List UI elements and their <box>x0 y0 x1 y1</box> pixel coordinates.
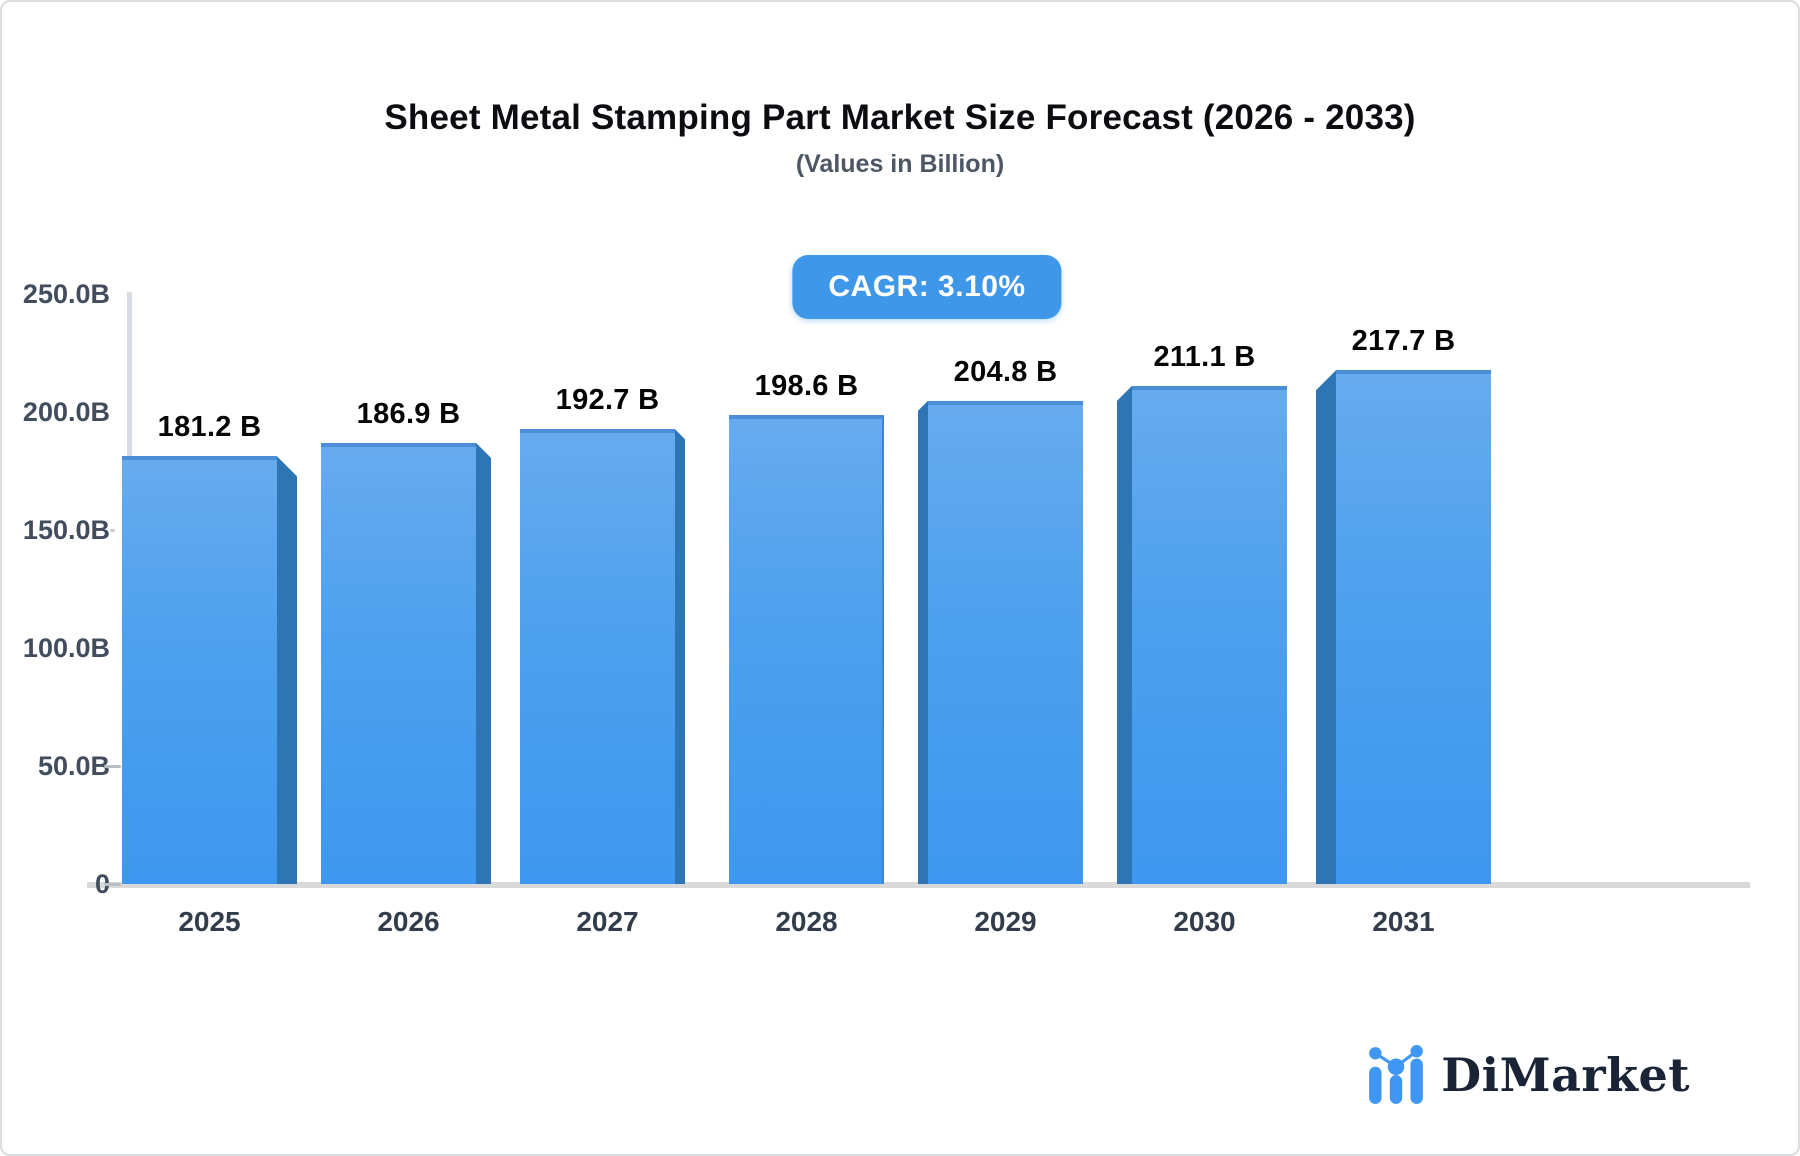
bar-face <box>1336 370 1491 884</box>
brand-logo: DiMarket <box>1365 1044 1690 1106</box>
chart-subtitle: (Values in Billion) <box>795 150 1005 178</box>
bar-body: 181.2 B <box>122 411 297 884</box>
bar-2029[interactable]: 204.8 B 2029 <box>918 294 1093 937</box>
x-axis-label: 2031 <box>1372 906 1435 937</box>
bar-3d-side <box>918 400 928 884</box>
bar-body: 217.7 B <box>1316 325 1491 884</box>
bar-face <box>321 442 476 884</box>
bar-value-label: 211.1 B <box>1153 340 1256 373</box>
bar-2026[interactable]: 186.9 B 2026 <box>321 294 496 937</box>
plot-area: 181.2 B 2025 186.9 B 2026 192.7 B 2027 <box>122 294 1491 937</box>
bar-body: 204.8 B <box>918 356 1093 884</box>
bar-value-label: 186.9 B <box>356 397 461 430</box>
mini-bar-line-chart-icon <box>1369 1045 1424 1104</box>
bar-2025[interactable]: 181.2 B 2025 <box>122 294 297 937</box>
x-axis-label: 2030 <box>1173 906 1236 937</box>
x-axis-line <box>87 882 1750 888</box>
bar-value-label: 217.7 B <box>1351 325 1456 358</box>
bar-value-label: 204.8 B <box>953 355 1058 388</box>
y-tick-mark <box>104 883 121 886</box>
chart-title: Sheet Metal Stamping Part Market Size Fo… <box>384 98 1416 137</box>
bar-2028[interactable]: 198.6 B 2028 <box>719 294 894 937</box>
bar-face <box>122 456 277 884</box>
x-axis-label: 2027 <box>576 906 639 937</box>
bar-2030[interactable]: 211.1 B 2030 <box>1117 294 1292 937</box>
y-tick-mark <box>104 765 121 768</box>
x-axis-label: 2028 <box>775 906 838 937</box>
bar-body: 198.6 B <box>719 370 894 884</box>
bar-3d-side <box>277 456 297 884</box>
bar-3d-side <box>476 442 491 884</box>
y-tick-label: 150.0B <box>22 515 110 545</box>
y-tick-mark <box>110 529 115 532</box>
y-tick-label: 200.0B <box>22 397 110 427</box>
bar-face <box>729 415 884 884</box>
cagr-badge: CAGR: 3.10% <box>792 255 1062 319</box>
y-tick-label: 0 <box>94 869 110 899</box>
bar-body: 211.1 B <box>1117 341 1292 884</box>
y-tick-label: 50.0B <box>37 751 110 781</box>
x-axis-label: 2026 <box>377 906 440 937</box>
bar-value-label: 192.7 B <box>555 384 660 417</box>
x-axis-label: 2029 <box>974 906 1037 937</box>
bar-2031[interactable]: 217.7 B 2031 <box>1316 294 1491 937</box>
bar-face <box>1132 385 1287 884</box>
bar-value-label: 198.6 B <box>754 370 859 403</box>
bar-face <box>520 429 675 884</box>
bar-3d-side <box>1316 370 1336 884</box>
bar-3d-side <box>1117 385 1132 884</box>
bar-3d-side <box>675 429 685 884</box>
brand-name: DiMarket <box>1441 1048 1690 1102</box>
bar-body: 192.7 B <box>520 384 695 884</box>
bar-2027[interactable]: 192.7 B 2027 <box>520 294 695 937</box>
bar-value-label: 181.2 B <box>157 411 262 444</box>
y-tick-label: 250.0B <box>22 279 110 309</box>
x-axis-label: 2025 <box>178 906 241 937</box>
bar-body: 186.9 B <box>321 398 496 884</box>
bar-face <box>928 400 1083 884</box>
y-tick-label: 100.0B <box>22 633 110 663</box>
